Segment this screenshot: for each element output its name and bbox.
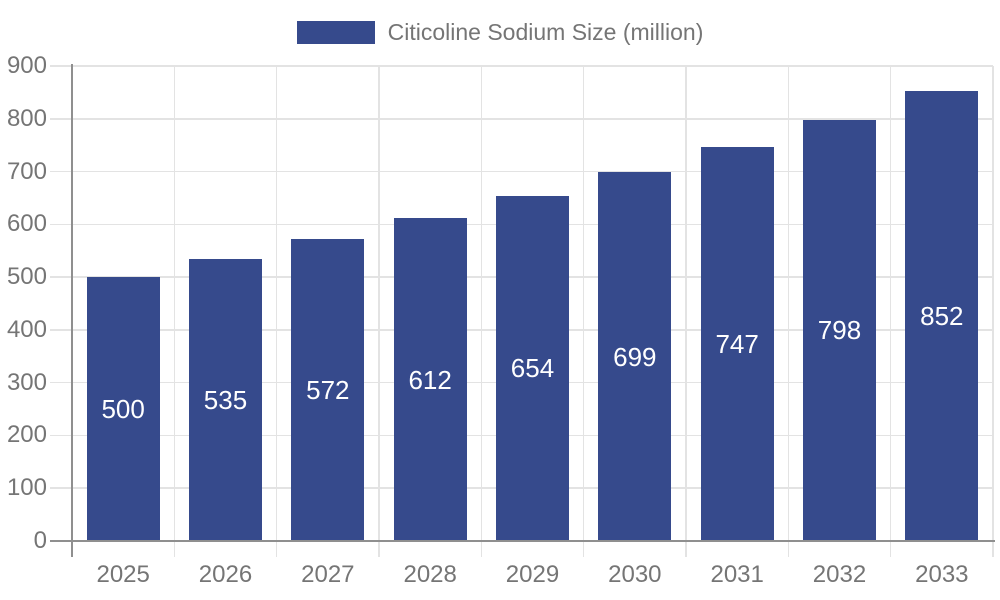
y-axis-tick-label: 800 <box>6 104 47 132</box>
bar[interactable] <box>598 172 672 541</box>
x-gridline <box>275 66 278 557</box>
x-gridline <box>480 66 483 557</box>
legend[interactable]: Citicoline Sodium Size (million) <box>0 19 1000 45</box>
y-gridline <box>50 118 993 120</box>
x-axis-line <box>50 539 995 542</box>
legend-swatch <box>296 20 375 44</box>
bar-value-label: 699 <box>613 341 657 372</box>
y-axis-tick-label: 900 <box>6 52 47 79</box>
bar-value-label: 572 <box>306 375 350 406</box>
bar[interactable] <box>905 91 979 541</box>
x-gridline <box>685 66 687 557</box>
y-axis-tick-label: 0 <box>33 527 47 554</box>
y-axis-tick-label: 500 <box>6 263 47 291</box>
x-gridline <box>173 66 176 557</box>
x-gridline <box>889 66 892 557</box>
bar-value-label: 500 <box>101 394 145 425</box>
x-axis-tick-label: 2032 <box>812 561 867 588</box>
bar[interactable] <box>291 239 365 541</box>
x-axis-tick-label: 2025 <box>96 561 150 588</box>
bar-value-label: 852 <box>920 301 964 332</box>
bar-value-label: 798 <box>817 315 862 346</box>
y-axis-tick-label: 200 <box>6 421 47 449</box>
x-axis-tick-label: 2026 <box>198 561 253 588</box>
x-axis-tick-label: 2027 <box>301 561 355 588</box>
y-axis-line <box>71 64 73 557</box>
bar-value-label: 747 <box>715 328 759 359</box>
bar[interactable] <box>700 146 774 541</box>
bar-value-label: 612 <box>408 364 452 395</box>
legend-label: Citicoline Sodium Size (million) <box>387 19 704 45</box>
bar[interactable] <box>188 258 263 541</box>
y-axis-tick-label: 700 <box>6 157 47 185</box>
bar[interactable] <box>86 277 160 541</box>
y-gridline <box>50 170 993 173</box>
x-gridline <box>582 66 585 557</box>
x-axis-tick-label: 2031 <box>710 561 764 588</box>
x-gridline <box>992 66 994 557</box>
y-gridline <box>50 65 993 67</box>
x-axis-tick-label: 2033 <box>915 561 969 588</box>
bar[interactable] <box>393 218 467 541</box>
x-axis-tick-label: 2029 <box>505 561 560 588</box>
y-axis-tick-label: 100 <box>6 474 47 502</box>
y-axis-tick-label: 400 <box>6 315 47 343</box>
x-gridline <box>787 66 790 557</box>
y-axis-tick-label: 300 <box>6 368 47 396</box>
bar[interactable] <box>495 195 570 541</box>
bar[interactable] <box>802 119 877 541</box>
y-axis-tick-label: 600 <box>6 210 47 238</box>
x-axis-tick-label: 2028 <box>403 561 457 588</box>
x-axis-tick-label: 2030 <box>608 561 662 588</box>
bar-value-label: 535 <box>203 384 248 415</box>
x-gridline <box>378 66 380 557</box>
bar-value-label: 654 <box>510 353 555 384</box>
